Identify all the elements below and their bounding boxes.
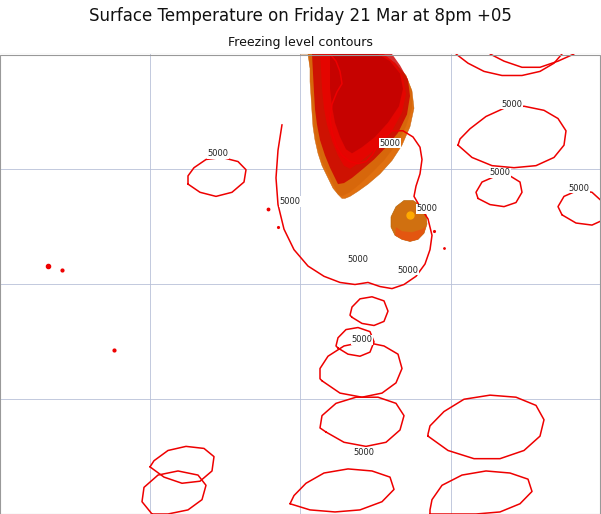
Polygon shape xyxy=(395,226,426,242)
Text: 5000: 5000 xyxy=(489,168,510,177)
Text: 5000: 5000 xyxy=(207,149,228,158)
Text: Surface Temperature on Friday 21 Mar at 8pm +05: Surface Temperature on Friday 21 Mar at … xyxy=(89,7,512,25)
Text: 5000: 5000 xyxy=(397,266,418,274)
Polygon shape xyxy=(308,54,412,196)
Polygon shape xyxy=(320,54,406,169)
Polygon shape xyxy=(310,54,410,184)
Text: 5000: 5000 xyxy=(279,197,300,206)
Text: 5000: 5000 xyxy=(416,204,438,213)
Text: 5000: 5000 xyxy=(569,183,590,193)
Text: 5000: 5000 xyxy=(352,335,373,344)
Text: 5000: 5000 xyxy=(347,255,368,264)
Text: 5000: 5000 xyxy=(353,448,374,457)
Polygon shape xyxy=(391,200,427,242)
Text: Freezing level contours: Freezing level contours xyxy=(228,35,373,49)
Polygon shape xyxy=(300,54,414,198)
Text: 5000: 5000 xyxy=(379,139,400,148)
Polygon shape xyxy=(330,54,403,153)
Text: 5000: 5000 xyxy=(501,100,522,108)
